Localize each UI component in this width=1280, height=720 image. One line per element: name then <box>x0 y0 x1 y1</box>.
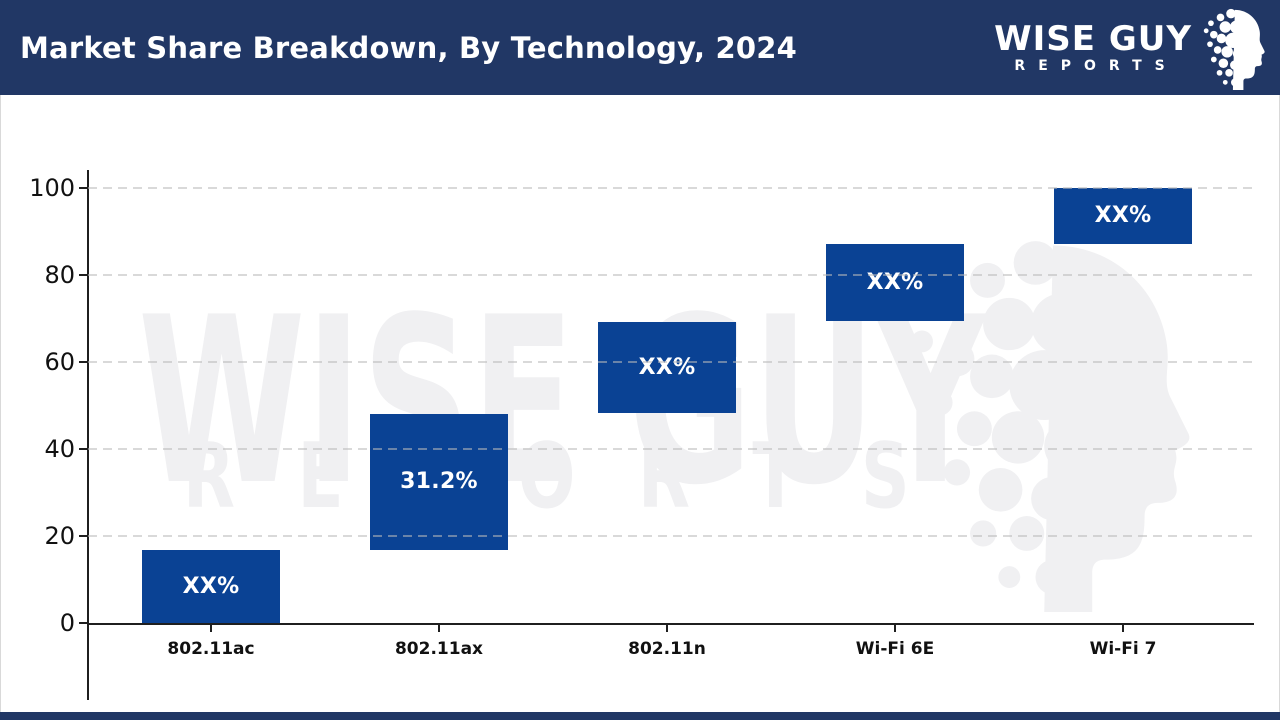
x-tick-mark <box>666 625 668 632</box>
y-tick-mark <box>79 273 87 276</box>
y-tick-mark <box>79 622 87 624</box>
y-tick-label: 80 <box>44 260 75 289</box>
gridline-60 <box>88 360 1253 363</box>
x-tick-label-Wi-Fi 6E: Wi-Fi 6E <box>855 639 935 659</box>
footer-bar <box>0 712 1280 720</box>
gridline-40 <box>88 447 1253 450</box>
x-tick-mark <box>1122 625 1124 632</box>
gridline-100 <box>88 186 1253 189</box>
bar-value-label: 31.2% <box>400 469 478 495</box>
bar-802.11ax: 31.2% <box>370 413 508 550</box>
y-tick-label: 0 <box>59 609 75 637</box>
x-tick-label-802.11ac: 802.11ac <box>167 639 255 659</box>
logo-wordmark: WISE GUY <box>994 18 1192 59</box>
plot-area: XX% 31.2% XX% XX% XX% 0 20 40 60 80 100 802.11ac 802… <box>0 95 1280 712</box>
y-tick-mark <box>79 360 87 363</box>
x-tick-mark <box>210 625 212 632</box>
logo-text: WISE GUY REPORTS <box>994 18 1192 75</box>
page-title: Market Share Breakdown, By Technology, 2… <box>20 30 798 65</box>
x-tick-mark <box>894 625 896 632</box>
header-bar: Market Share Breakdown, By Technology, 2… <box>0 0 1280 95</box>
x-tick-label-802.11n: 802.11n <box>628 639 706 659</box>
y-tick-label: 100 <box>29 173 75 202</box>
logo: WISE GUY REPORTS <box>994 6 1266 90</box>
bar-802.11n: XX% <box>598 321 736 414</box>
y-axis-line <box>87 170 89 700</box>
bar-Wi-Fi 6E: XX% <box>826 244 964 322</box>
gridline-80 <box>88 273 1253 276</box>
bar-value-label: XX% <box>182 573 240 599</box>
y-tick-mark <box>79 534 87 537</box>
bar-value-label: XX% <box>638 354 696 380</box>
bar-value-label: XX% <box>1094 203 1152 229</box>
y-tick-label: 60 <box>44 347 75 376</box>
y-tick-label: 20 <box>44 521 75 550</box>
gridline-20 <box>88 534 1253 537</box>
x-axis-line <box>87 623 1254 625</box>
y-tick-mark <box>79 186 87 189</box>
logo-subtitle: REPORTS <box>1014 58 1178 75</box>
y-tick-mark <box>79 447 87 450</box>
y-tick-label: 40 <box>44 434 75 463</box>
x-tick-label-802.11ax: 802.11ax <box>394 639 484 659</box>
bar-802.11ac: XX% <box>142 549 280 623</box>
bar-Wi-Fi 7: XX% <box>1054 187 1192 245</box>
x-tick-mark <box>438 625 440 632</box>
x-tick-label-Wi-Fi 7: Wi-Fi 7 <box>1089 639 1157 659</box>
logo-head-icon <box>1203 8 1265 90</box>
